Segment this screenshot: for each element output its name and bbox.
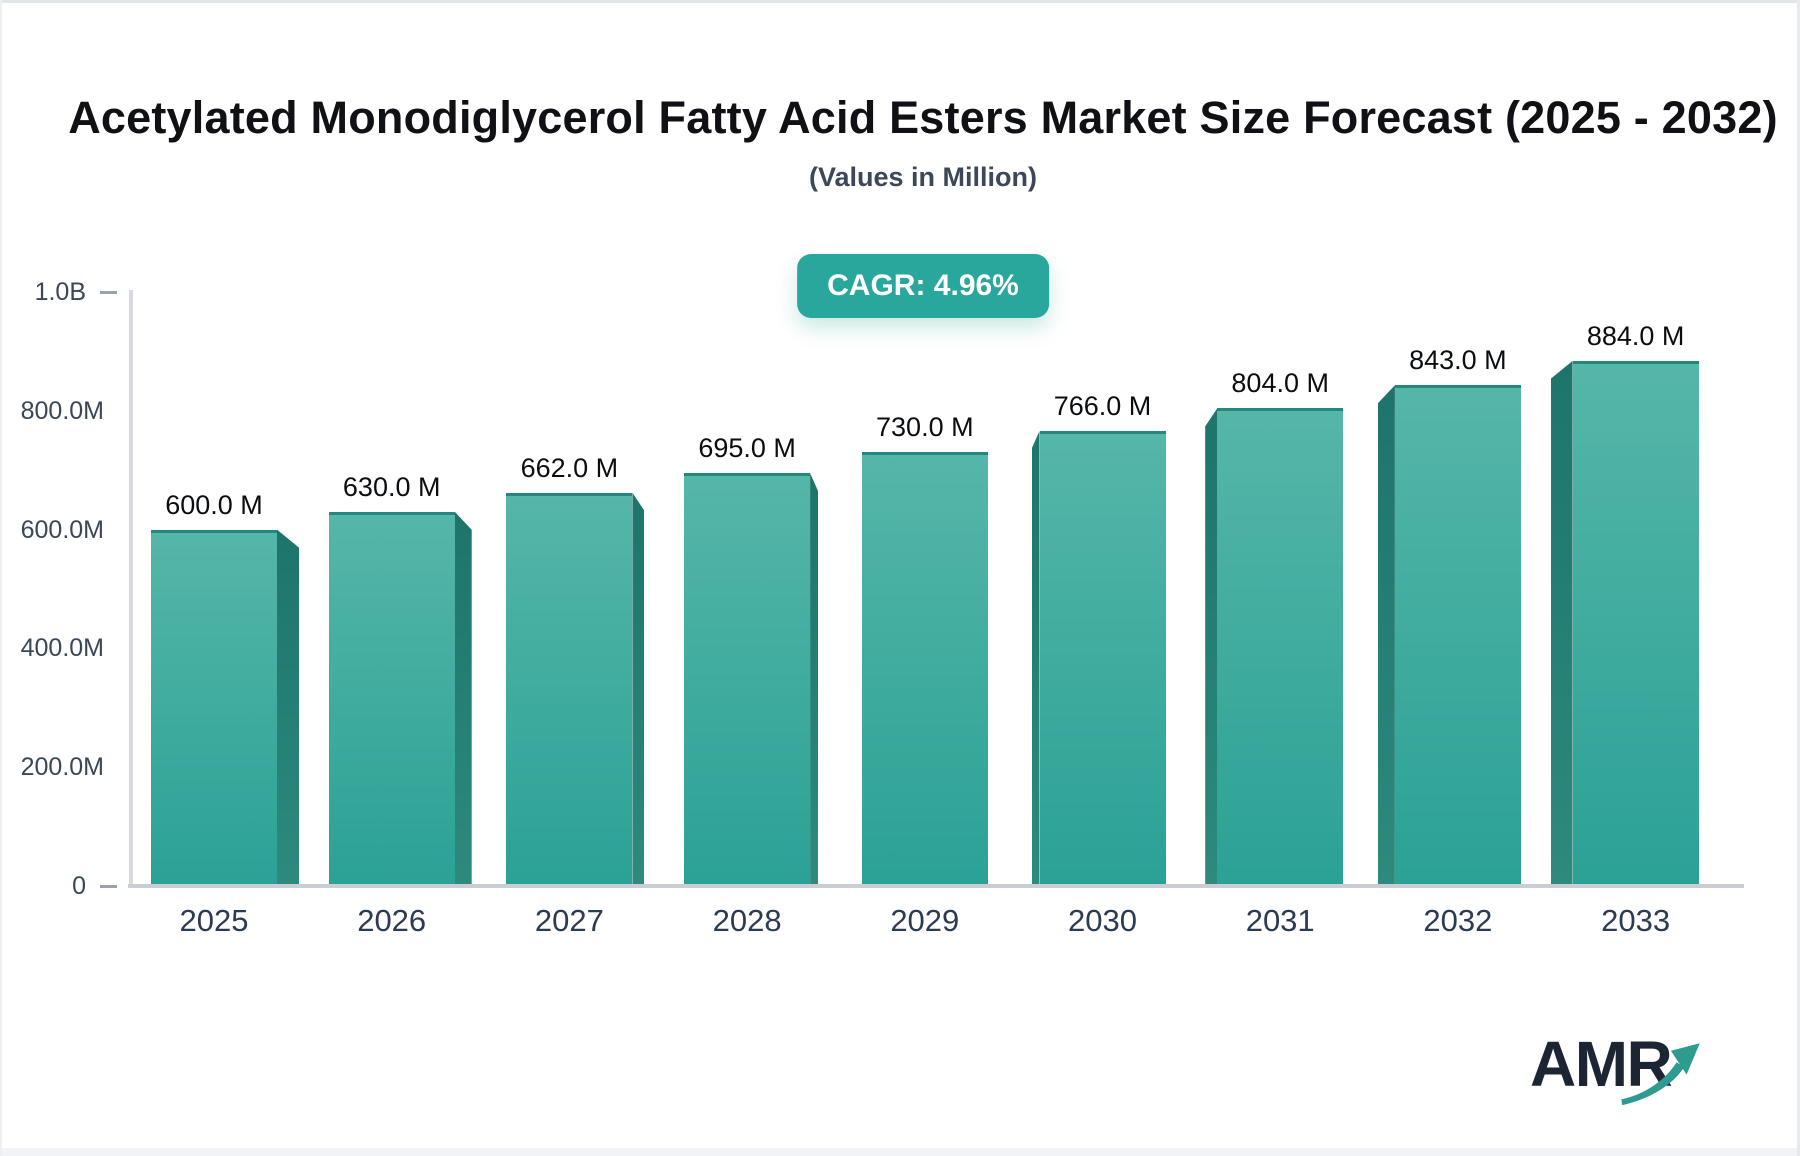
bar-value-label: 695.0 M: [698, 433, 796, 464]
bar-value-label: 766.0 M: [1053, 390, 1152, 421]
bar-2032[interactable]: [1394, 385, 1521, 886]
card-edge-left: [0, 0, 2, 1156]
bar-side-face: [1205, 408, 1218, 886]
amr-logo-text: AMR: [1530, 1028, 1673, 1100]
bar-group-2025: 600.0 M 2025: [151, 490, 299, 938]
y-tick-label: 600.0M: [20, 515, 104, 544]
bar-group-2031: 804.0 M 2031: [1205, 368, 1344, 938]
chart-title: Acetylated Monodiglycerol Fatty Acid Est…: [68, 92, 1778, 143]
y-tick-dash: [100, 291, 117, 294]
y-tick-label: 0: [72, 872, 86, 900]
bar-2029[interactable]: [861, 452, 988, 886]
card-edge-bottom: [0, 1148, 1800, 1156]
bar-2026[interactable]: [328, 511, 455, 886]
bar-value-label: 662.0 M: [520, 452, 619, 483]
y-axis-line: [129, 290, 133, 888]
x-tick-label-2026: 2026: [357, 902, 427, 938]
x-tick-label-2028: 2028: [712, 902, 782, 938]
x-axis-line: [128, 884, 1744, 888]
x-tick-label-2030: 2030: [1068, 902, 1137, 938]
bar-2030[interactable]: [1039, 430, 1166, 886]
bar-value-label: 843.0 M: [1409, 345, 1507, 376]
card-edge-top: [0, 0, 1800, 3]
bar-value-label: 730.0 M: [876, 412, 974, 443]
y-tick-label: 1.0B: [34, 278, 86, 306]
x-tick-label-2027: 2027: [534, 902, 604, 938]
bar-side-face: [810, 473, 819, 886]
bar-side-face: [1550, 360, 1573, 886]
bar-value-label: 630.0 M: [342, 471, 441, 502]
y-tick-label: 200.0M: [20, 753, 104, 782]
bar-side-face: [454, 511, 472, 886]
y-tick-dash: [100, 885, 117, 888]
y-tick-label: 400.0M: [20, 634, 104, 663]
bar-side-face: [277, 529, 299, 886]
x-tick-label-2032: 2032: [1423, 902, 1493, 938]
bar-group-2032: 843.0 M 2032: [1377, 345, 1521, 938]
bar-2025[interactable]: [151, 529, 277, 886]
y-tick-label: 800.0M: [20, 396, 104, 425]
chart-subtitle: (Values in Million): [808, 162, 1038, 192]
bar-group-2030: 766.0 M 2030: [1031, 391, 1166, 938]
card-edge-right: [1797, 0, 1800, 1156]
bar-2027[interactable]: [506, 492, 633, 886]
growth-arrow-icon: [1621, 1043, 1700, 1106]
x-tick-label-2029: 2029: [890, 902, 960, 938]
bar-2033[interactable]: [1572, 360, 1699, 886]
bar-group-2029: 730.0 M 2029: [861, 412, 988, 938]
x-tick-label-2033: 2033: [1601, 902, 1671, 938]
bar-2031[interactable]: [1217, 408, 1344, 886]
x-tick-label-2031: 2031: [1245, 902, 1315, 938]
amr-logo: AMR: [1530, 1028, 1730, 1123]
bar-group-2026: 630.0 M 2026: [328, 472, 472, 938]
bar-2028[interactable]: [684, 473, 811, 886]
bar-value-label: 804.0 M: [1231, 368, 1329, 399]
x-tick-label-2025: 2025: [179, 902, 249, 938]
bar-side-face: [1377, 385, 1395, 886]
bar-group-2028: 695.0 M 2028: [684, 433, 819, 938]
bar-side-face: [1031, 430, 1040, 886]
bar-group-2033: 884.0 M 2033: [1550, 321, 1699, 938]
cagr-badge: CAGR: 4.96%: [797, 254, 1049, 318]
bar-side-face: [632, 492, 645, 886]
bar-value-label: 600.0 M: [165, 489, 263, 520]
bar-value-label: 884.0 M: [1586, 320, 1685, 351]
bar-group-2027: 662.0 M 2027: [506, 453, 645, 938]
